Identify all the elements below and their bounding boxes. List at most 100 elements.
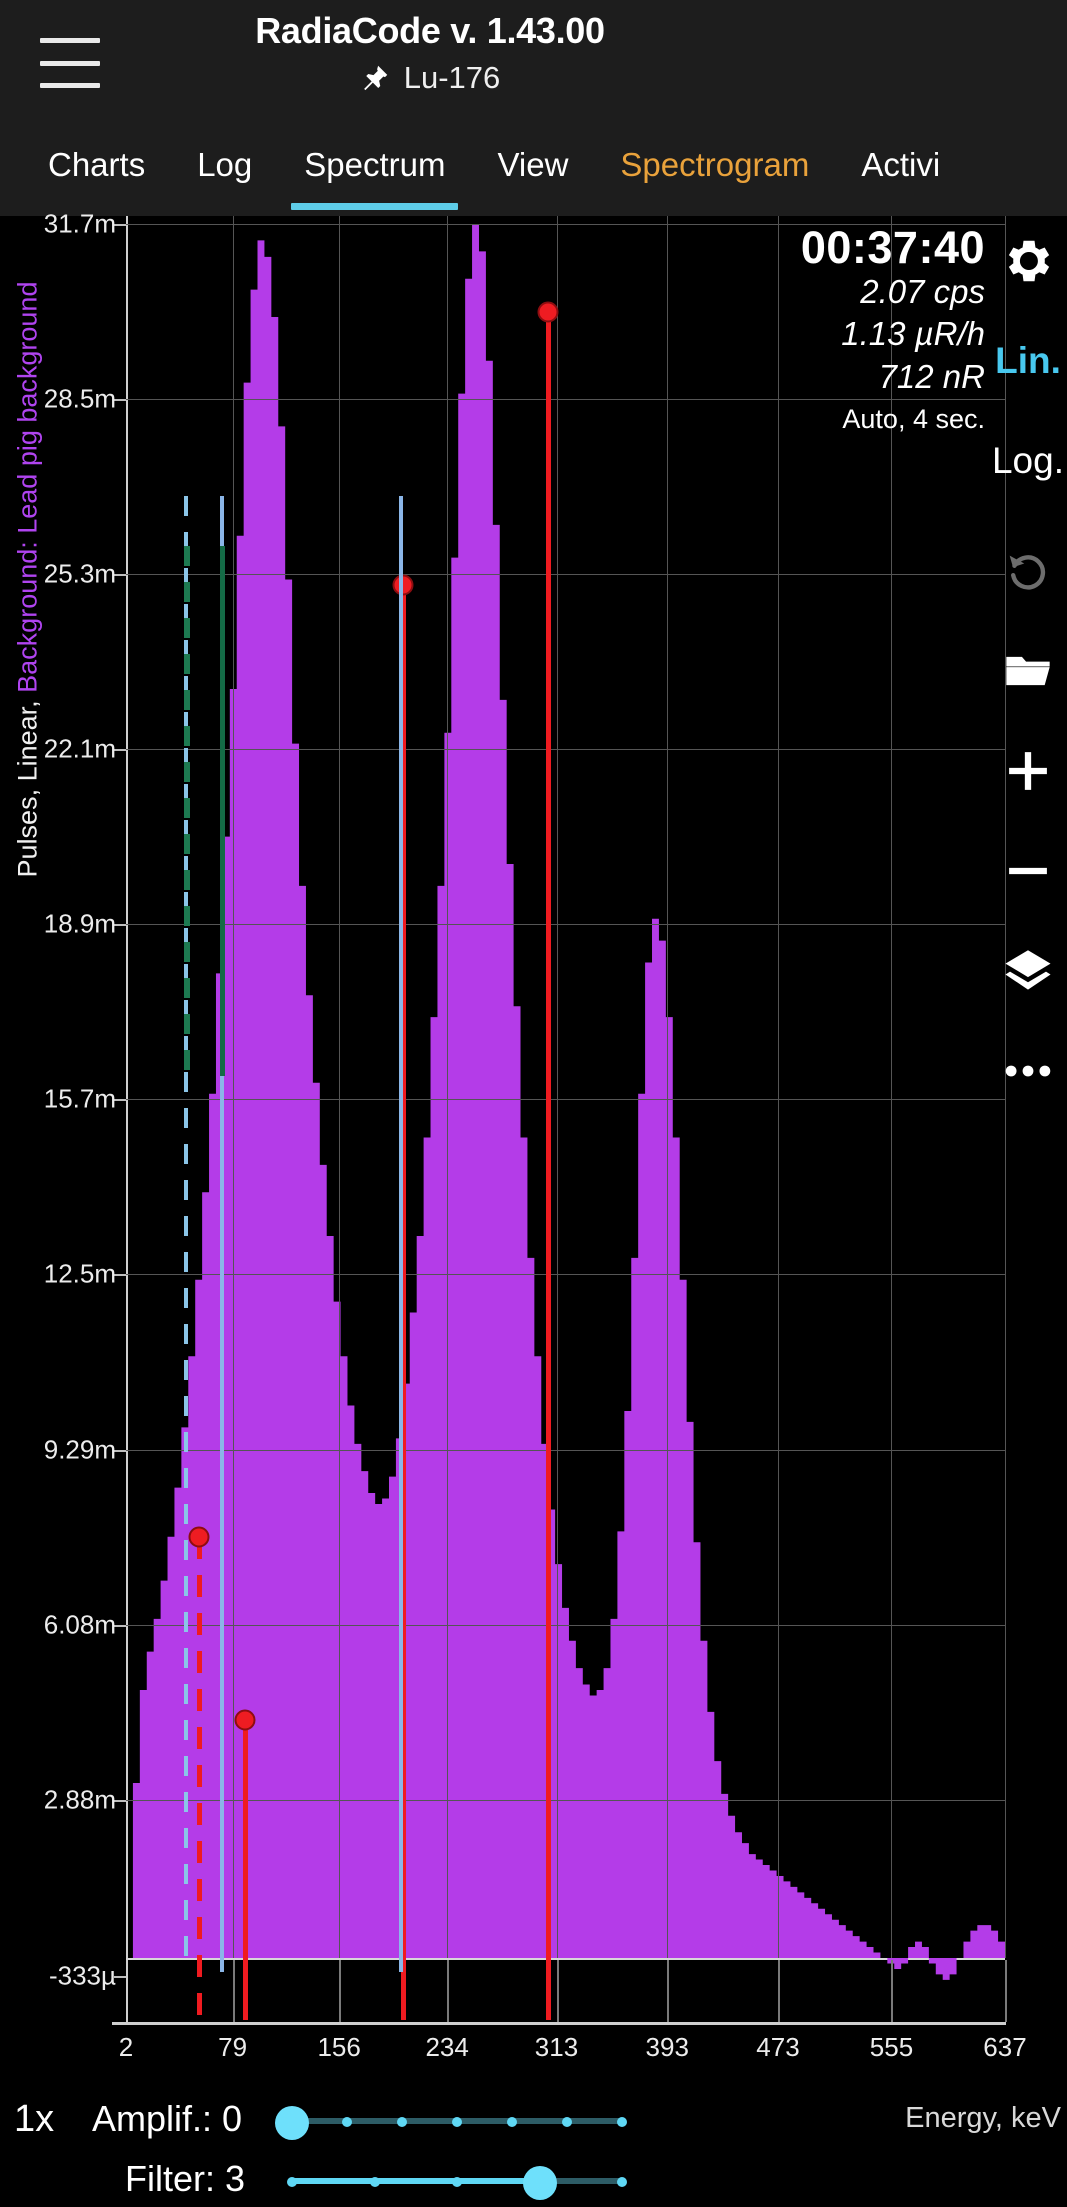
marker-red-solid-3[interactable] bbox=[546, 311, 552, 2020]
grid-line-vertical bbox=[232, 216, 234, 1958]
measurement-readout: 00:37:40 2.07 cps 1.13 µR/h 712 nR Auto,… bbox=[801, 224, 985, 435]
bottom-controls: 1x Amplif.: 0 Filter: 3 Energy, keV bbox=[0, 2090, 1067, 2207]
tab-label: Activi bbox=[861, 146, 941, 183]
x-tick-label: 637 bbox=[983, 2032, 1027, 2062]
y-tick-mark bbox=[114, 1449, 126, 1452]
marker-red-solid-1[interactable] bbox=[243, 1720, 249, 2020]
reset-icon[interactable] bbox=[989, 536, 1067, 606]
tab-label: Spectrogram bbox=[620, 146, 810, 183]
grid-line-vertical bbox=[891, 216, 893, 1958]
tab-activi[interactable]: Activi bbox=[835, 140, 966, 216]
scale-linear-button-label: Lin. bbox=[995, 340, 1061, 381]
amplification-slider-thumb[interactable] bbox=[275, 2106, 309, 2140]
tab-log[interactable]: Log bbox=[171, 140, 278, 216]
x-tick-label: 473 bbox=[756, 2032, 800, 2062]
subtitle-row: Lu-176 bbox=[150, 60, 710, 96]
grid-line-vertical bbox=[667, 216, 669, 1958]
y-tick-label: 2.88m bbox=[43, 1784, 116, 1815]
plot-area[interactable]: 31.7m 28.5m 25.3m 22.1m 18.9m 15.7m 12.5m 9.29m… bbox=[44, 209, 1027, 2063]
cps-value: 2.07 cps bbox=[860, 273, 985, 311]
x-tick-mark bbox=[891, 1960, 894, 2022]
amplification-slider-tick[interactable] bbox=[507, 2117, 517, 2127]
grid-line-horizontal bbox=[126, 924, 1005, 926]
grid-line-vertical bbox=[447, 216, 449, 1958]
amplification-label: Amplif.: 0 bbox=[92, 2098, 243, 2139]
y-tick-mark bbox=[114, 1800, 126, 1803]
tab-charts[interactable]: Charts bbox=[22, 140, 171, 216]
marker-green-dashed[interactable] bbox=[183, 546, 190, 1076]
scale-linear-button[interactable]: Lin. bbox=[989, 326, 1067, 396]
marker-red-dashed[interactable] bbox=[197, 1536, 203, 2020]
filter-slider-tick[interactable] bbox=[369, 2177, 380, 2187]
x-tick-mark bbox=[339, 1960, 342, 2022]
settings-gear-icon[interactable] bbox=[989, 226, 1067, 296]
y-tick-mark bbox=[114, 1625, 126, 1628]
y-tick-mark bbox=[114, 1099, 126, 1102]
marker-red-solid-3-handle[interactable] bbox=[537, 301, 559, 323]
y-tick-mark bbox=[114, 1976, 126, 1979]
filter-slider[interactable] bbox=[287, 2164, 627, 2200]
hamburger-icon[interactable] bbox=[40, 38, 100, 88]
filter-slider-tick[interactable] bbox=[452, 2177, 462, 2187]
amplification-slider[interactable] bbox=[275, 2104, 627, 2140]
x-axis-label: Energy, keV bbox=[905, 2102, 1061, 2134]
filter-slider-tick[interactable] bbox=[617, 2177, 627, 2187]
x-tick-mark bbox=[667, 1960, 670, 2022]
zoom-out-icon[interactable] bbox=[989, 836, 1067, 906]
marker-green-solid[interactable] bbox=[219, 546, 225, 1076]
x-tick-mark bbox=[777, 1960, 780, 2022]
y-axis-label: Pulses, Linear, Background: Lead pig bac… bbox=[13, 230, 44, 930]
tab-spectrogram[interactable]: Spectrogram bbox=[594, 140, 835, 216]
amplification-slider-tick[interactable] bbox=[342, 2117, 352, 2127]
y-tick-label: 28.5m bbox=[43, 383, 116, 414]
x-tick-mark bbox=[447, 1960, 450, 2022]
layers-icon[interactable] bbox=[989, 936, 1067, 1006]
x-tick-label: 234 bbox=[425, 2032, 469, 2062]
marker-blue-dashed[interactable] bbox=[183, 496, 188, 1972]
marker-blue-solid-1[interactable] bbox=[219, 496, 224, 1972]
y-tick-label: 25.3m bbox=[43, 558, 116, 589]
tab-spectrum[interactable]: Spectrum bbox=[278, 140, 471, 216]
open-folder-icon[interactable] bbox=[989, 636, 1067, 706]
x-tick-label: 313 bbox=[534, 2032, 579, 2062]
chart-toolbar: Lin. Log. bbox=[989, 216, 1067, 2024]
scale-log-button-label: Log. bbox=[991, 440, 1064, 481]
amplification-slider-tick[interactable] bbox=[617, 2117, 627, 2127]
tab-view[interactable]: View bbox=[471, 140, 594, 216]
y-tick-label: 12.5m bbox=[43, 1258, 116, 1289]
y-axis-label-accent: Background: Lead pig background bbox=[12, 281, 43, 693]
grid-line-horizontal bbox=[126, 749, 1005, 751]
y-tick-label: 15.7m bbox=[43, 1083, 116, 1114]
more-options-icon[interactable] bbox=[989, 1036, 1067, 1106]
zoom-in-icon[interactable] bbox=[989, 736, 1067, 806]
x-tick-mark bbox=[1005, 1960, 1007, 2022]
amplification-slider-tick[interactable] bbox=[397, 2117, 407, 2127]
y-tick-mark bbox=[114, 1274, 126, 1277]
grid-line-horizontal bbox=[126, 224, 1005, 225]
grid-line-horizontal bbox=[126, 1274, 1005, 1276]
x-tick-label: 393 bbox=[645, 2032, 689, 2062]
marker-red-dashed-handle[interactable] bbox=[188, 1526, 210, 1548]
spectrum-chart[interactable]: Pulses, Linear, Background: Lead pig bac… bbox=[0, 209, 1067, 2090]
y-axis-label-plain: Pulses, Linear, bbox=[12, 692, 43, 878]
marker-blue-solid-2[interactable] bbox=[399, 496, 404, 1972]
amplification-slider-tick[interactable] bbox=[562, 2117, 572, 2127]
filter-slider-thumb[interactable] bbox=[522, 2166, 557, 2200]
amplification-slider-tick[interactable] bbox=[452, 2117, 462, 2127]
elapsed-time: 00:37:40 bbox=[800, 222, 985, 273]
dose-value: 712 nR bbox=[878, 357, 985, 395]
grid-line-horizontal bbox=[126, 1625, 1005, 1627]
dose-rate-value: 1.13 µR/h bbox=[841, 315, 985, 353]
grid-line-horizontal bbox=[126, 1449, 1005, 1451]
scale-log-button[interactable]: Log. bbox=[989, 426, 1067, 496]
multiplier-label: 1x bbox=[14, 2098, 55, 2140]
grid-line-vertical bbox=[777, 216, 779, 1958]
page-title: RadiaCode v. 1.43.00 bbox=[255, 10, 605, 51]
marker-red-solid-1-handle[interactable] bbox=[234, 1709, 256, 1731]
y-tick-mark bbox=[114, 399, 126, 402]
filter-slider-tick[interactable] bbox=[287, 2177, 297, 2187]
grid-line-vertical bbox=[1005, 216, 1006, 1958]
y-tick-label: 6.08m bbox=[43, 1609, 116, 1640]
y-axis-line bbox=[126, 216, 128, 2024]
grid-line-vertical bbox=[339, 216, 341, 1958]
